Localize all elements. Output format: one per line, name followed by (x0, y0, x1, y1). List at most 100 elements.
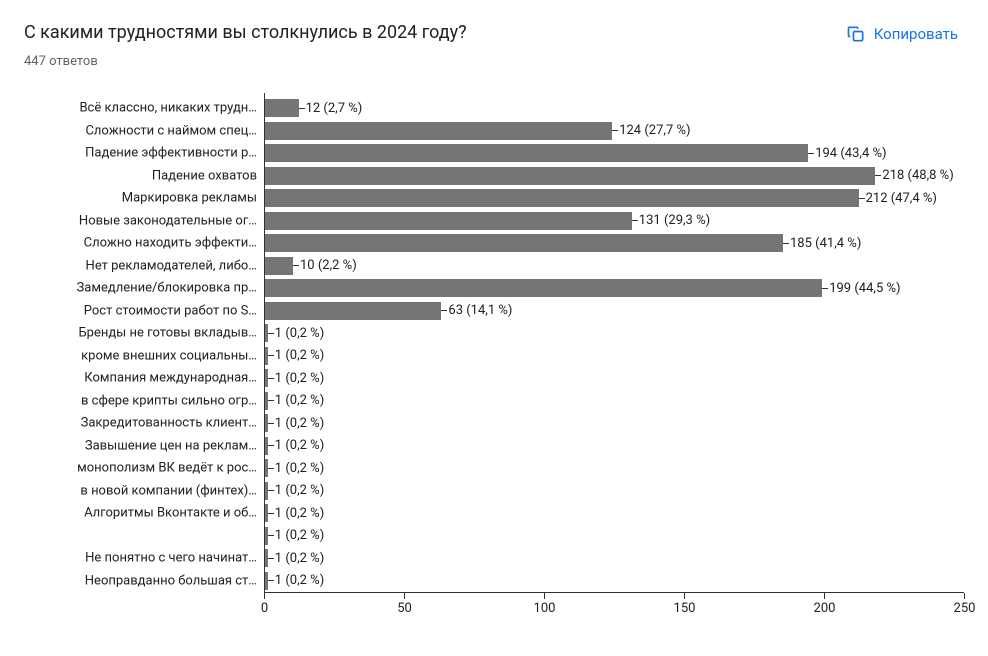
bar-leader-line (783, 243, 789, 244)
bar-value-label: 10 (2,2 %) (300, 258, 357, 273)
y-axis-label: Новые законодательные ог… (79, 213, 265, 228)
bar-value-label: 1 (0,2 %) (275, 461, 324, 476)
copy-button[interactable]: Копировать (840, 20, 964, 48)
bar-row: 1 (0,2 %) (265, 369, 964, 387)
bar-value-label: 1 (0,2 %) (275, 551, 324, 566)
bar[interactable] (265, 122, 612, 140)
bar-row: 1 (0,2 %) (265, 437, 964, 455)
bar[interactable] (265, 167, 875, 185)
bar-leader-line (822, 288, 828, 289)
bar-value-label: 1 (0,2 %) (275, 371, 324, 386)
bar[interactable] (265, 257, 293, 275)
chart-header: С какими трудностями вы столкнулись в 20… (24, 20, 964, 48)
bar-leader-line (808, 153, 814, 154)
x-axis-tick-label: 100 (534, 601, 556, 616)
bar-value-label: 1 (0,2 %) (275, 528, 324, 543)
bar-value-label: 1 (0,2 %) (275, 506, 324, 521)
bar-leader-line (268, 378, 274, 379)
bar-row: 185 (41,4 %) (265, 234, 964, 252)
bar-value-label: 185 (41,4 %) (790, 236, 861, 251)
y-axis-label: в новой компании (финтех)… (80, 483, 265, 498)
bar[interactable] (265, 279, 822, 297)
bar-value-label: 1 (0,2 %) (275, 573, 324, 588)
bar-row: 1 (0,2 %) (265, 504, 964, 522)
response-count: 447 ответов (24, 54, 964, 69)
bar-value-label: 1 (0,2 %) (275, 326, 324, 341)
bar-leader-line (875, 175, 881, 176)
y-axis-label: Нет рекламодателей, либо… (86, 258, 265, 273)
bar-leader-line (299, 108, 305, 109)
y-axis-label: Маркировка рекламы (122, 191, 265, 206)
y-axis-label: Неоправданно большая ст… (85, 573, 265, 588)
y-axis-label: Рост стоимости работ по S… (84, 303, 265, 318)
bar-leader-line (441, 310, 447, 311)
x-axis-tick: 200 (824, 593, 825, 599)
x-axis-tick: 250 (964, 593, 965, 599)
bar-row: 10 (2,2 %) (265, 257, 964, 275)
y-axis-label: Алгоритмы Вконтакте и об… (84, 506, 265, 521)
bar-row: 1 (0,2 %) (265, 527, 964, 545)
bar[interactable] (265, 144, 808, 162)
bar-leader-line (268, 355, 274, 356)
y-axis-label: Падение эффективности р… (85, 146, 265, 161)
bar-value-label: 1 (0,2 %) (275, 393, 324, 408)
bar-value-label: 1 (0,2 %) (275, 348, 324, 363)
bar-value-label: 131 (29,3 %) (639, 213, 710, 228)
bar-leader-line (268, 333, 274, 334)
bar-chart: 12 (2,7 %) 124 (27,7 %) 194 (43,4 %) 218 (4… (24, 93, 964, 617)
bar-row: 1 (0,2 %) (265, 347, 964, 365)
bar-row: 212 (47,4 %) (265, 189, 964, 207)
bar-value-label: 194 (43,4 %) (815, 146, 886, 161)
y-axis-label: Сложности с наймом спец… (85, 123, 265, 138)
chart-title: С какими трудностями вы столкнулись в 20… (24, 20, 467, 45)
x-axis-tick-label: 150 (674, 601, 696, 616)
y-axis-label: Закредитованность клиент… (81, 416, 265, 431)
x-axis: 0 50 100 150 200 250 (264, 593, 964, 617)
bar-leader-line (293, 265, 299, 266)
bar[interactable] (265, 302, 441, 320)
bar-leader-line (268, 423, 274, 424)
copy-icon (846, 24, 866, 44)
y-axis-label: Сложно находить эффекти… (84, 236, 265, 251)
bar-row: 12 (2,7 %) (265, 99, 964, 117)
bar-value-label: 1 (0,2 %) (275, 416, 324, 431)
x-axis-tick-label: 50 (397, 601, 412, 616)
bar[interactable] (265, 189, 859, 207)
y-axis-label: в сфере крипты сильно огр… (81, 393, 265, 408)
bar-row: 1 (0,2 %) (265, 549, 964, 567)
bar-row: 1 (0,2 %) (265, 324, 964, 342)
bar-value-label: 199 (44,5 %) (829, 281, 900, 296)
bar-row: 1 (0,2 %) (265, 414, 964, 432)
copy-button-label: Копировать (874, 25, 958, 43)
bar-row: 1 (0,2 %) (265, 459, 964, 477)
bar-leader-line (268, 558, 274, 559)
x-axis-tick: 100 (544, 593, 545, 599)
y-axis-label: Не понятно с чего начинат… (85, 551, 265, 566)
y-axis-label: кроме внешних социальны… (81, 348, 265, 363)
bar-row: 199 (44,5 %) (265, 279, 964, 297)
bar-leader-line (268, 490, 274, 491)
bar-leader-line (268, 468, 274, 469)
bar-leader-line (268, 400, 274, 401)
bar[interactable] (265, 212, 632, 230)
bar-row: 124 (27,7 %) (265, 122, 964, 140)
y-axis-label: Компания международная… (84, 371, 265, 386)
bar-value-label: 1 (0,2 %) (275, 438, 324, 453)
bar-row: 1 (0,2 %) (265, 392, 964, 410)
x-axis-tick-label: 0 (261, 601, 268, 616)
bar-row: 194 (43,4 %) (265, 144, 964, 162)
bars-layer: 12 (2,7 %) 124 (27,7 %) 194 (43,4 %) 218 (4… (265, 93, 964, 592)
bar-leader-line (612, 130, 618, 131)
x-axis-tick-label: 200 (814, 601, 836, 616)
bar-leader-line (268, 580, 274, 581)
x-axis-tick-label: 250 (954, 601, 976, 616)
bar[interactable] (265, 99, 299, 117)
x-axis-tick: 150 (684, 593, 685, 599)
bar-value-label: 63 (14,1 %) (448, 303, 512, 318)
bar-value-label: 218 (48,8 %) (882, 168, 953, 183)
plot-area: 12 (2,7 %) 124 (27,7 %) 194 (43,4 %) 218 (4… (264, 93, 964, 593)
bar-leader-line (268, 445, 274, 446)
bar[interactable] (265, 234, 783, 252)
bar-leader-line (268, 513, 274, 514)
y-axis-label: Бренды не готовы вкладыв… (78, 326, 265, 341)
